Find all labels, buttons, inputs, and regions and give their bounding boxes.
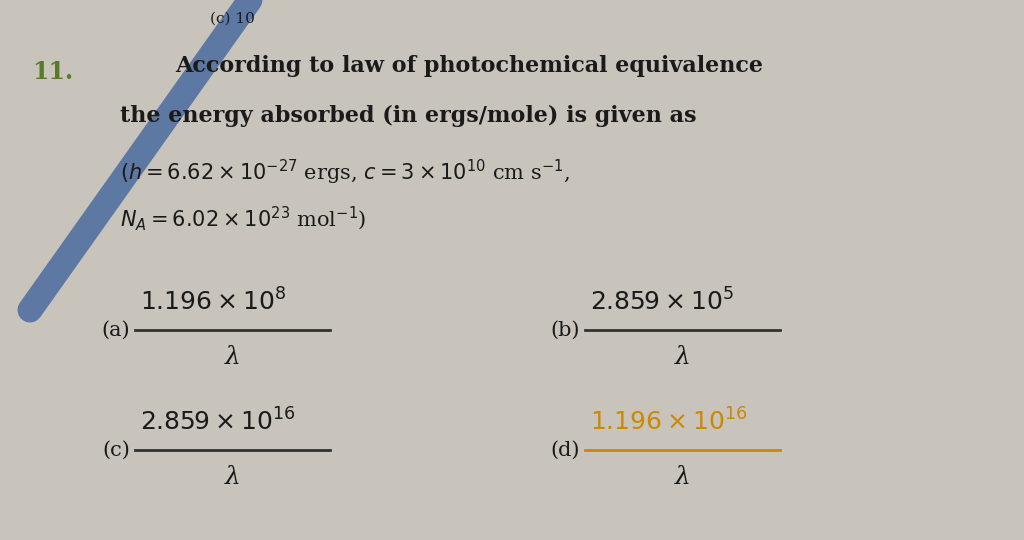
- Text: $1.196\times10$$^{16}$: $1.196\times10$$^{16}$: [590, 408, 748, 436]
- Text: (c) 10: (c) 10: [210, 12, 255, 26]
- Text: (c): (c): [102, 441, 130, 460]
- Text: $(h = 6.62\times10^{-27}$ ergs, $c = 3\times10^{10}$ cm s$^{-1}$,: $(h = 6.62\times10^{-27}$ ergs, $c = 3\t…: [120, 158, 570, 187]
- Text: λ: λ: [224, 467, 241, 489]
- Text: (b): (b): [551, 321, 580, 340]
- Text: the energy absorbed (in ergs/mole) is given as: the energy absorbed (in ergs/mole) is gi…: [120, 105, 696, 127]
- Text: 11.: 11.: [32, 60, 73, 84]
- Text: $2.859\times10$$^{5}$: $2.859\times10$$^{5}$: [590, 288, 734, 315]
- Text: (a): (a): [101, 321, 130, 340]
- Text: $N_A = 6.02\times10^{23}$ mol$^{-1}$): $N_A = 6.02\times10^{23}$ mol$^{-1}$): [120, 205, 367, 233]
- Text: According to law of photochemical equivalence: According to law of photochemical equiva…: [175, 55, 763, 77]
- Text: (d): (d): [551, 441, 580, 460]
- Text: λ: λ: [224, 347, 241, 369]
- Text: λ: λ: [675, 347, 690, 369]
- Text: $1.196\times10$$^{8}$: $1.196\times10$$^{8}$: [140, 288, 286, 315]
- Text: λ: λ: [675, 467, 690, 489]
- Text: $2.859\times10$$^{16}$: $2.859\times10$$^{16}$: [140, 408, 296, 436]
